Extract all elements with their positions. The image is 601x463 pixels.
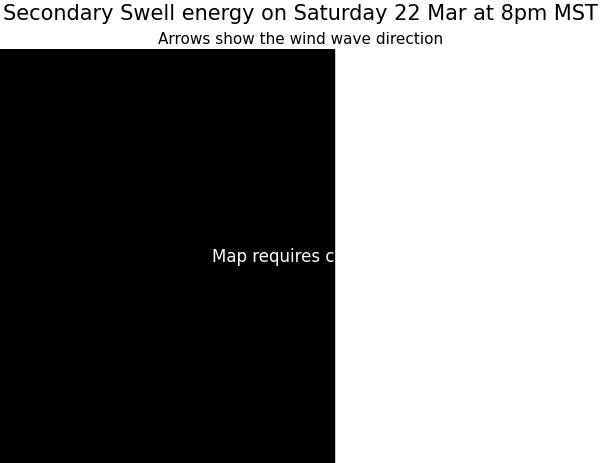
Text: Map requires cartopy: Map requires cartopy	[212, 248, 389, 265]
Polygon shape	[0, 50, 334, 463]
Text: Arrows show the wind wave direction: Arrows show the wind wave direction	[158, 31, 443, 46]
Text: Secondary Swell energy on Saturday 22 Mar at 8pm MST: Secondary Swell energy on Saturday 22 Ma…	[3, 4, 598, 24]
